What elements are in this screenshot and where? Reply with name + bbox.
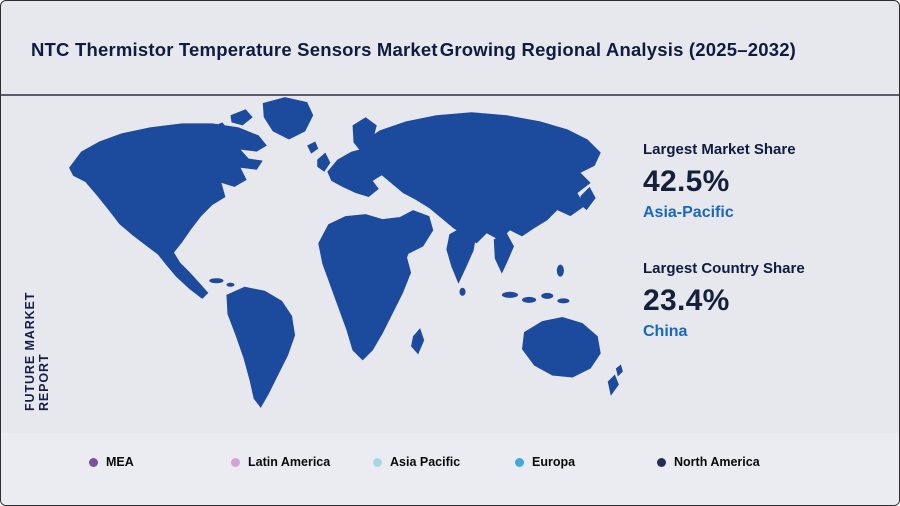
island-uk [317, 152, 331, 172]
island-sri-lanka [459, 287, 466, 296]
world-map-svg [69, 97, 623, 408]
legend-item-asia-pacific: Asia Pacific [373, 455, 515, 469]
legend-dot-latin-america [231, 457, 240, 467]
continent-asia [360, 112, 601, 244]
region-arabia [395, 210, 434, 254]
stats-panel: Largest Market Share 42.5% Asia-Pacific … [643, 141, 883, 341]
legend-item-north-america: North America [657, 455, 799, 469]
title-part-2: Growing Regional Analysis (2025–2032) [439, 39, 797, 60]
region-india [446, 226, 477, 284]
island-greenland [262, 97, 314, 140]
header [1, 1, 899, 96]
stat-country-share: Largest Country Share 23.4% China [643, 260, 883, 341]
legend: MEA Latin America Asia Pacific Europa No… [89, 455, 799, 469]
stat-market-share: Largest Market Share 42.5% Asia-Pacific [643, 141, 883, 222]
legend-dot-asia-pacific [373, 457, 382, 467]
arctic-islands [230, 109, 253, 126]
legend-label: Europa [532, 455, 576, 469]
island-new-zealand-north [615, 364, 623, 377]
page-title: NTC Thermistor Temperature Sensors Marke… [31, 39, 796, 61]
island-philippines [556, 264, 564, 277]
legend-item-mea: MEA [89, 455, 231, 469]
island-iceland [307, 141, 319, 154]
island-borneo [541, 292, 554, 299]
island-new-zealand-south [607, 374, 619, 396]
island-cuba [209, 278, 224, 284]
continents [69, 97, 623, 408]
legend-dot-mea [89, 457, 98, 467]
island-java [522, 296, 537, 303]
island-hispaniola [226, 282, 235, 287]
legend-dot-north-america [657, 457, 666, 467]
continent-africa [318, 214, 414, 361]
island-japan [579, 186, 596, 211]
legend-label: Asia Pacific [390, 455, 461, 469]
continent-north-america [69, 123, 267, 299]
legend-label: MEA [106, 455, 134, 469]
continent-australia [522, 317, 601, 378]
arctic-islands-2 [210, 122, 229, 137]
stat-value: 42.5% [643, 165, 730, 198]
continent-south-america [226, 286, 296, 408]
legend-label: North America [674, 455, 760, 469]
stat-label: Largest Country Share [643, 260, 805, 277]
region-scandinavia [352, 117, 377, 153]
stat-region: Asia-Pacific [643, 204, 734, 221]
island-madagascar [411, 328, 425, 355]
stat-region: China [643, 323, 688, 340]
legend-dot-europa [515, 457, 524, 467]
island-new-guinea [557, 298, 570, 304]
title-part-1: NTC Thermistor Temperature Sensors Marke… [31, 39, 438, 60]
region-southeast-asia [493, 233, 514, 274]
world-map [59, 85, 634, 427]
footer-strip [1, 433, 899, 505]
legend-item-europa: Europa [515, 455, 657, 469]
stat-label: Largest Market Share [643, 141, 796, 158]
legend-label: Latin America [248, 455, 331, 469]
legend-item-latin-america: Latin America [231, 455, 373, 469]
stat-value: 23.4% [643, 284, 730, 317]
island-sumatra [501, 291, 518, 298]
brand-vertical-text: FUTURE MARKET REPORT [23, 291, 51, 411]
